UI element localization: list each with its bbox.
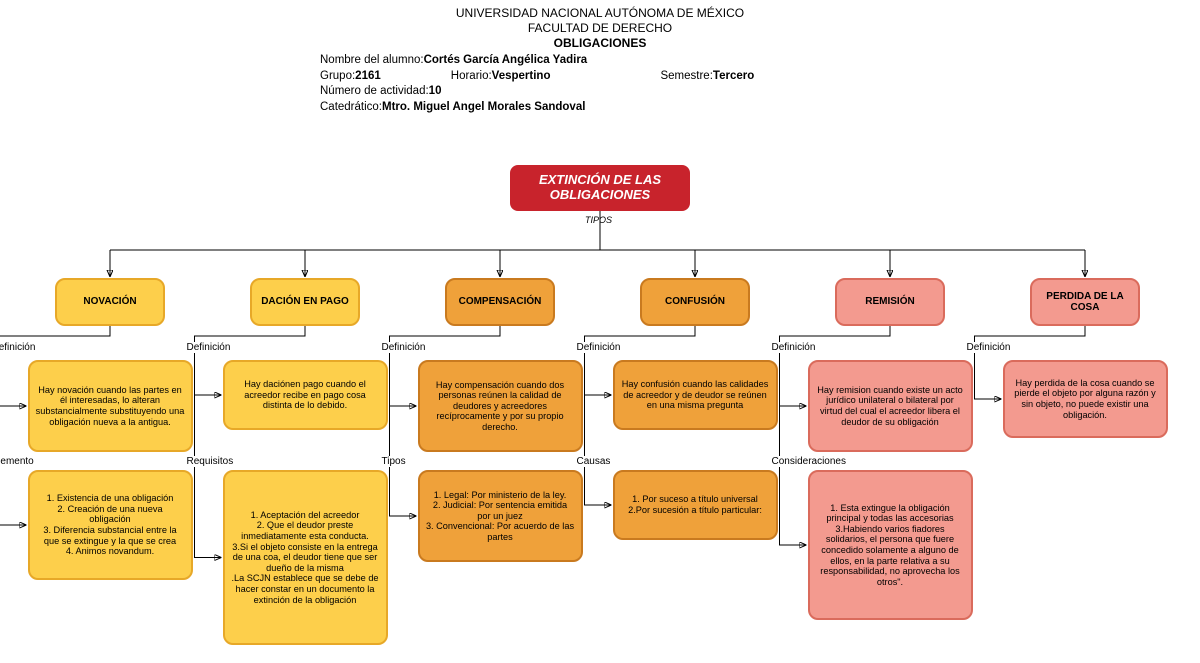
header-block: UNIVERSIDAD NACIONAL AUTÓNOMA DE MÉXICO … (0, 0, 1200, 51)
branch-novacion: NOVACIÓN (55, 278, 165, 326)
def-label-perdida: Definición (965, 342, 1013, 353)
def-label-novacion: Definición (0, 342, 37, 353)
catedratico-label: Catedrático: (320, 100, 382, 116)
def-label-dacion: Definición (185, 342, 233, 353)
sub-dacion: 1. Aceptación del acreedor 2. Que el deu… (223, 470, 388, 645)
catedratico-value: Mtro. Miguel Angel Morales Sandoval (382, 100, 585, 116)
grupo-value: 2161 (355, 69, 381, 85)
def-novacion: Hay novación cuando las partes en él int… (28, 360, 193, 452)
sub-confusion: 1. Por suceso a título universal 2.Por s… (613, 470, 778, 540)
faculty-name: FACULTAD DE DERECHO (0, 21, 1200, 36)
student-info: Nombre del alumno: Cortés García Angélic… (320, 53, 880, 115)
def-confusion: Hay confusión cuando las calidades de ac… (613, 360, 778, 430)
semestre-value: Tercero (713, 69, 754, 85)
alumno-value: Cortés García Angélica Yadira (424, 53, 588, 69)
def-label-compensacion: Definición (380, 342, 428, 353)
branch-compensacion: COMPENSACIÓN (445, 278, 555, 326)
sub-label-compensacion: Tipos (380, 456, 408, 467)
grupo-label: Grupo: (320, 69, 355, 85)
root-node: EXTINCIÓN DE LAS OBLIGACIONES (510, 165, 690, 211)
sub-label-dacion: Requisitos (185, 456, 236, 467)
branch-perdida: PERDIDA DE LA COSA (1030, 278, 1140, 326)
horario-value: Vespertino (492, 69, 551, 85)
branch-remision: REMISIÓN (835, 278, 945, 326)
branch-confusion: CONFUSIÓN (640, 278, 750, 326)
sub-novacion: 1. Existencia de una obligación 2. Creac… (28, 470, 193, 580)
actividad-label: Número de actividad: (320, 84, 429, 100)
def-label-confusion: Definición (575, 342, 623, 353)
sub-compensacion: 1. Legal: Por ministerio de la ley. 2. J… (418, 470, 583, 562)
def-perdida: Hay perdida de la cosa cuando se pierde … (1003, 360, 1168, 438)
actividad-value: 10 (429, 84, 442, 100)
sub-label-novacion: Elemento (0, 456, 36, 467)
sub-label-confusion: Causas (575, 456, 613, 467)
tipos-label: TIPOS (585, 215, 612, 225)
sub-label-remision: Consideraciones (770, 456, 849, 467)
horario-label: Horario: (451, 69, 492, 85)
def-label-remision: Definición (770, 342, 818, 353)
course-name: OBLIGACIONES (0, 36, 1200, 51)
sub-remision: 1. Esta extingue la obligación principal… (808, 470, 973, 620)
semestre-label: Semestre: (660, 69, 712, 85)
def-remision: Hay remision cuando existe un acto juríd… (808, 360, 973, 452)
alumno-label: Nombre del alumno: (320, 53, 424, 69)
branch-dacion: DACIÓN EN PAGO (250, 278, 360, 326)
def-compensacion: Hay compensación cuando dos personas reú… (418, 360, 583, 452)
university-name: UNIVERSIDAD NACIONAL AUTÓNOMA DE MÉXICO (0, 6, 1200, 21)
def-dacion: Hay daciónen pago cuando el acreedor rec… (223, 360, 388, 430)
